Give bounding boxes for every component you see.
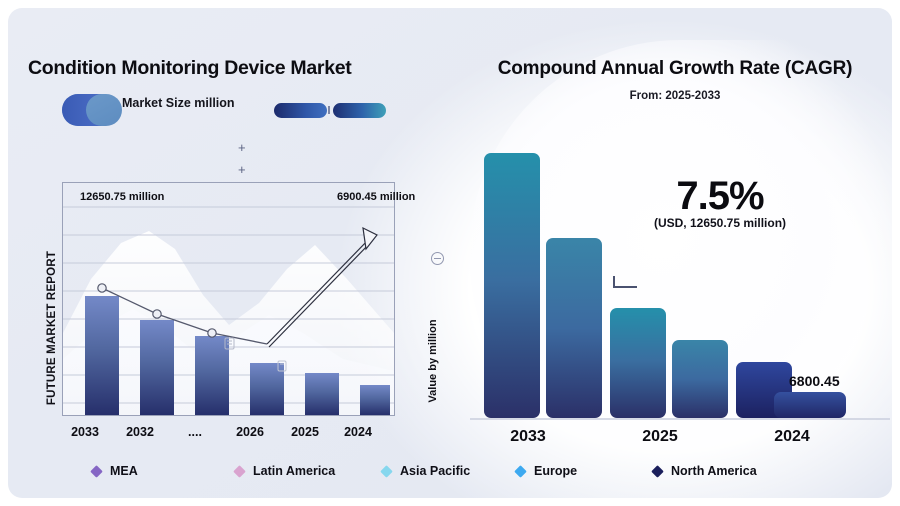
bar-2033-primary — [484, 153, 540, 418]
x-tick-right-2033: 2033 — [510, 428, 546, 445]
data-label-6800: 6800.45 — [789, 373, 840, 389]
legend-item-asia-pacific[interactable]: Asia Pacific — [380, 464, 471, 478]
value-label-left: 12650.75 million — [80, 191, 165, 203]
chart-bars — [85, 296, 390, 415]
legend-marker-icon — [651, 464, 664, 478]
market-size-legend-label: Market Size million — [122, 96, 235, 110]
legend-label: North America — [671, 464, 757, 478]
value-label-right: 6900.45 million — [337, 191, 416, 203]
cagr-subtitle: From: 2025-2033 — [629, 90, 721, 102]
cagr-title: Compound Annual Growth Rate (CAGR) — [497, 58, 853, 79]
decorative-glyph-icon — [277, 360, 287, 372]
x-tick-ellipsis: .... — [188, 425, 202, 439]
chart-legend: MEA Latin America Asia Pacific Europe No… — [0, 464, 900, 488]
legend-pill-primary — [274, 103, 327, 118]
legend-item-europe[interactable]: Europe — [514, 464, 578, 478]
cagr-value: 7.5% — [676, 174, 764, 218]
legend-marker-icon — [514, 464, 527, 478]
bar-2024-secondary — [774, 392, 846, 418]
legend-marker-icon — [233, 464, 246, 478]
x-tick-right-2025: 2025 — [642, 428, 678, 445]
y-axis-left-label: FUTURE MARKET REPORT — [46, 250, 58, 406]
page-title: Condition Monitoring Device Market — [28, 57, 352, 79]
legend-label: Europe — [534, 464, 578, 478]
left-chart-svg — [63, 206, 394, 415]
bar-2033 — [85, 296, 119, 415]
bar-2025-secondary — [672, 340, 728, 418]
bar-2033-secondary — [546, 238, 602, 418]
left-bar-chart — [62, 182, 395, 416]
legend-item-north-america[interactable]: North America — [651, 464, 757, 478]
plus-marker-icon: + — [238, 162, 246, 177]
corner-tick-icon — [613, 276, 637, 288]
cagr-note: (USD, 12650.75 million) — [653, 216, 787, 230]
trend-point — [97, 283, 107, 293]
bar-2026 — [250, 363, 284, 415]
decorative-glyph-icon — [224, 337, 235, 350]
bar-2025 — [305, 373, 339, 415]
trend-point — [152, 309, 162, 319]
legend-label: Latin America — [253, 464, 336, 478]
x-tick-2025: 2025 — [291, 425, 319, 439]
bar-2032 — [140, 320, 174, 415]
legend-label: Asia Pacific — [400, 464, 471, 478]
x-tick-2032: 2032 — [126, 425, 154, 439]
cylinder-icon — [62, 94, 122, 126]
legend-label: MEA — [110, 464, 138, 478]
right-bar-chart — [470, 153, 890, 420]
x-tick-2026: 2026 — [236, 425, 264, 439]
legend-item-mea[interactable]: MEA — [90, 464, 138, 478]
legend-item-latin-america[interactable]: Latin America — [233, 464, 336, 478]
x-tick-right-2024: 2024 — [774, 428, 810, 445]
growth-arrow-annotation — [266, 226, 378, 348]
bar-mid — [195, 336, 229, 415]
y-axis-right-label: Value by million — [427, 319, 439, 403]
circle-minus-icon — [431, 252, 444, 265]
legend-pill-separator — [328, 106, 330, 114]
legend-pill-secondary — [333, 103, 386, 118]
trend-line-series — [97, 283, 268, 345]
trend-point — [207, 328, 217, 338]
bar-2024 — [360, 385, 390, 415]
x-tick-2024: 2024 — [344, 425, 372, 439]
legend-marker-icon — [380, 464, 393, 478]
x-tick-2033: 2033 — [71, 425, 99, 439]
bar-2025-primary — [610, 308, 666, 418]
legend-marker-icon — [90, 464, 103, 478]
plus-marker-icon: + — [238, 140, 246, 155]
